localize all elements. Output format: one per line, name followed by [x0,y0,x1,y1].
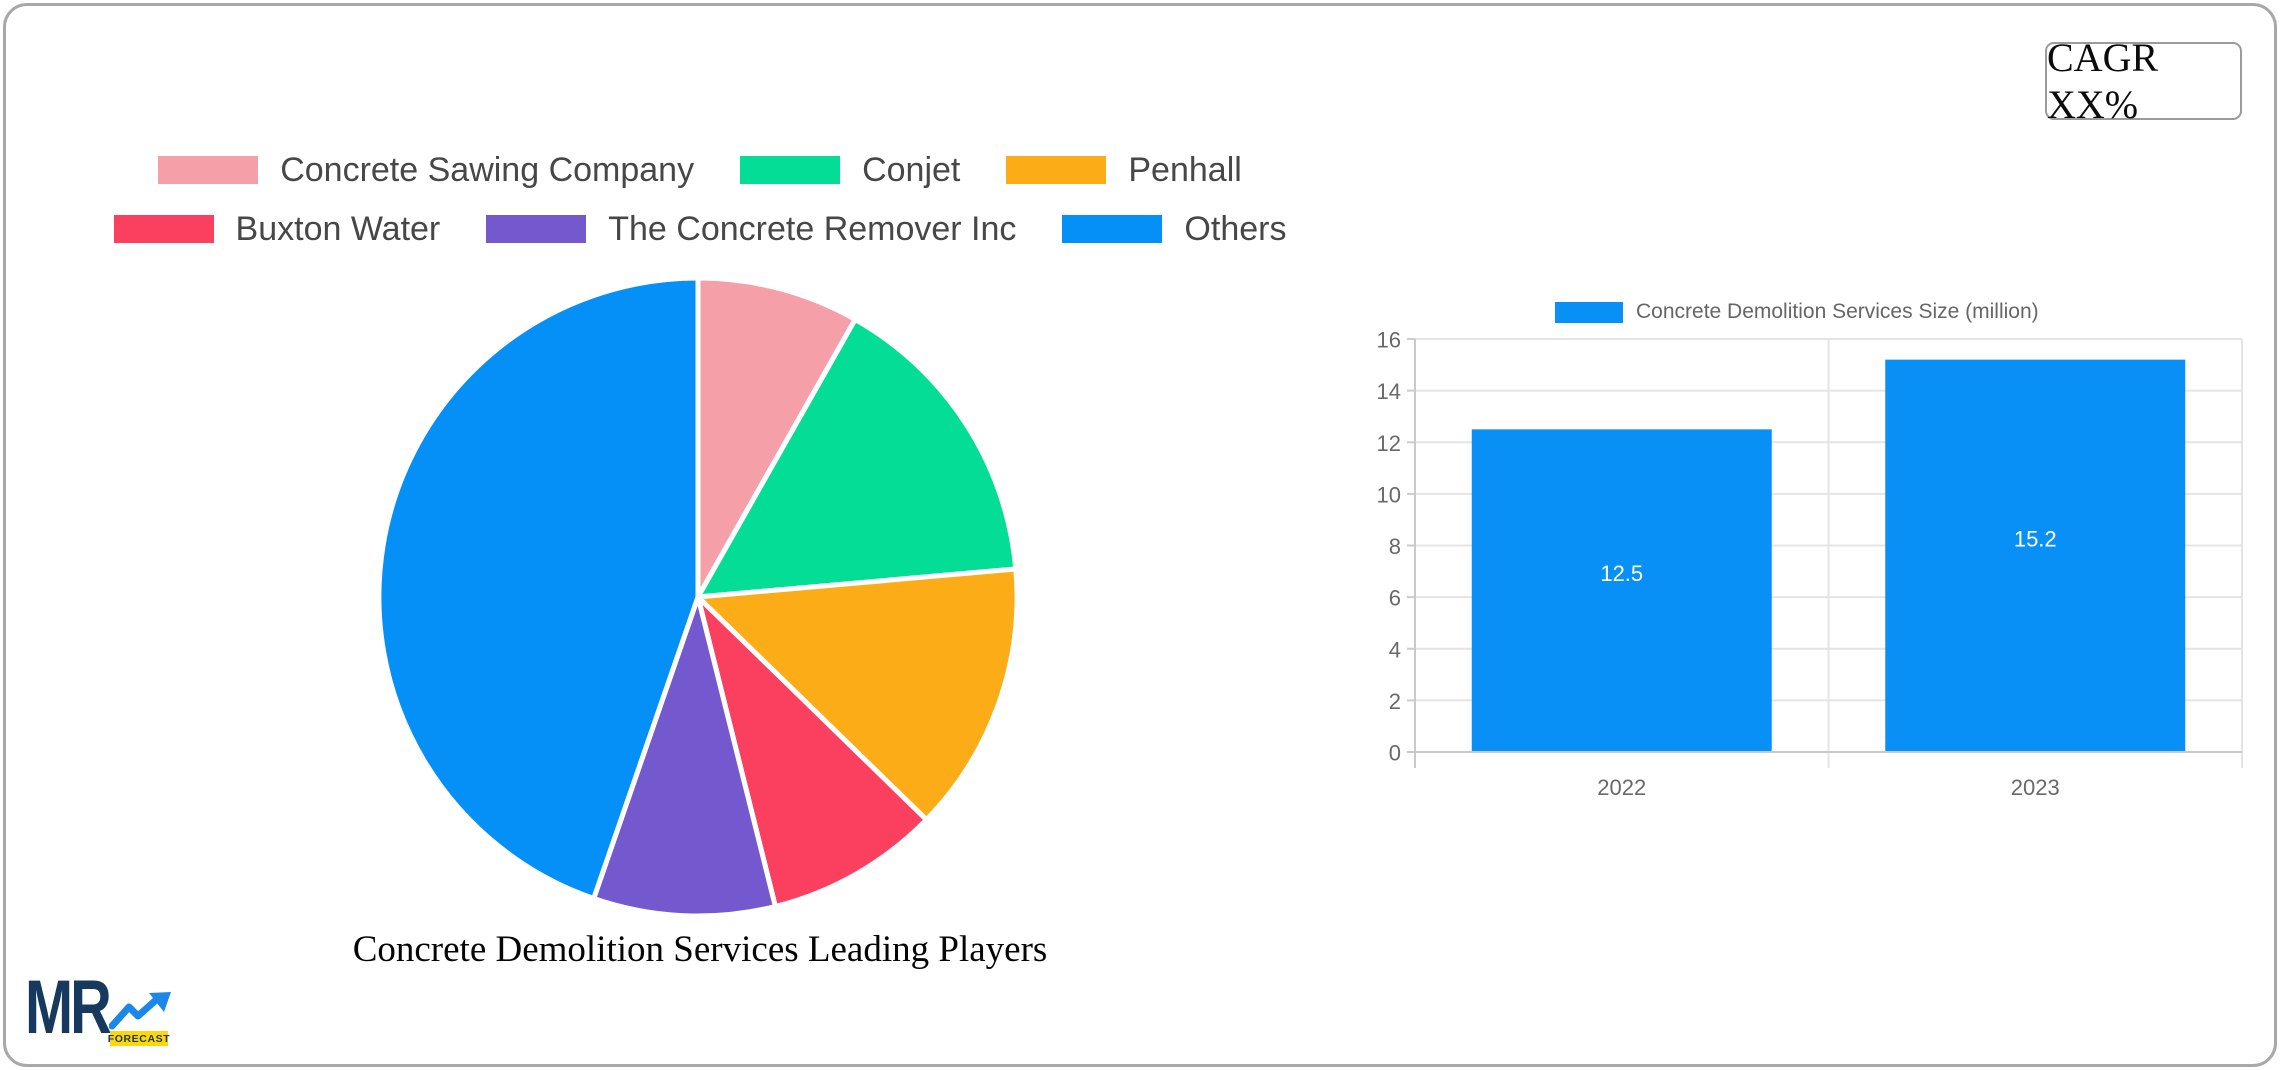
legend-label: Buxton Water [235,209,441,248]
bar-value-label: 12.5 [1600,561,1643,586]
y-tick-label: 10 [1377,482,1401,507]
legend-item[interactable]: Buxton Water [113,209,441,249]
bar-2022[interactable] [1471,429,1772,752]
legend-item[interactable]: The Concrete Remover Inc [486,210,1016,249]
legend-label: The Concrete Remover Inc [608,209,1017,248]
bar-legend-label: Concrete Demolition Services Size (milli… [1636,300,2039,323]
y-tick-label: 16 [1377,328,1401,353]
bar-2023[interactable] [1885,359,2186,752]
logo-forecast-text: FORECAST [107,1031,171,1046]
x-tick-label: 2022 [1597,775,1646,800]
y-tick-label: 8 [1389,534,1401,559]
legend-label: Others [1184,209,1287,248]
cagr-label: CAGR XX% [2047,35,2159,127]
legend-swatch-icon [486,215,587,243]
pie-slice[interactable] [695,275,858,600]
legend-item[interactable]: Conjet [740,151,960,190]
pie-slice[interactable] [591,594,778,919]
legend-label: Concrete Sawing Company [280,150,695,189]
legend-label: Conjet [862,150,961,189]
pie-legend-row: Buxton Water The Concrete Remover Inc Othe… [113,205,1286,253]
legend-swatch-icon [740,156,841,184]
pie-legend-row: Concrete Sawing Company Conjet Penhall [158,146,1242,194]
bar-legend[interactable]: Concrete Demolition Services Size (milli… [1555,300,2039,324]
legend-swatch-icon [158,156,259,184]
cagr-badge: CAGR XX% [2045,35,2242,127]
trend-arrow-icon [109,992,171,1030]
bar-value-label: 15.2 [2014,526,2057,551]
y-tick-label: 14 [1377,379,1401,404]
legend-item[interactable]: Others [1062,210,1286,249]
legend-item[interactable]: Penhall [1006,150,1242,190]
x-tick-label: 2023 [2011,775,2060,800]
legend-item[interactable]: Concrete Sawing Company [158,151,694,190]
y-tick-label: 4 [1389,637,1401,662]
logo-mr-text: MR [25,965,112,1050]
mrforecast-logo[interactable]: MR FORECAST [25,970,245,1054]
legend-label: Penhall [1128,150,1242,189]
pie-slice[interactable] [376,275,701,901]
y-tick-label: 6 [1389,586,1401,611]
y-tick-label: 12 [1377,431,1401,456]
legend-swatch-icon [113,215,214,243]
legend-swatch-icon [1062,215,1163,243]
pie-legend: Concrete Sawing Company Conjet Penhall Buxt… [0,146,1400,253]
pie-slice[interactable] [695,316,1019,600]
legend-swatch-icon [1006,156,1107,184]
pie-chart-title: Concrete Demolition Services Leading Pla… [352,929,1048,970]
pie-slice[interactable] [695,566,1020,823]
pie-slice[interactable] [695,594,929,909]
bar-legend-swatch-icon [1555,301,1623,323]
y-tick-label: 2 [1389,689,1401,714]
y-tick-label: 0 [1389,741,1401,766]
